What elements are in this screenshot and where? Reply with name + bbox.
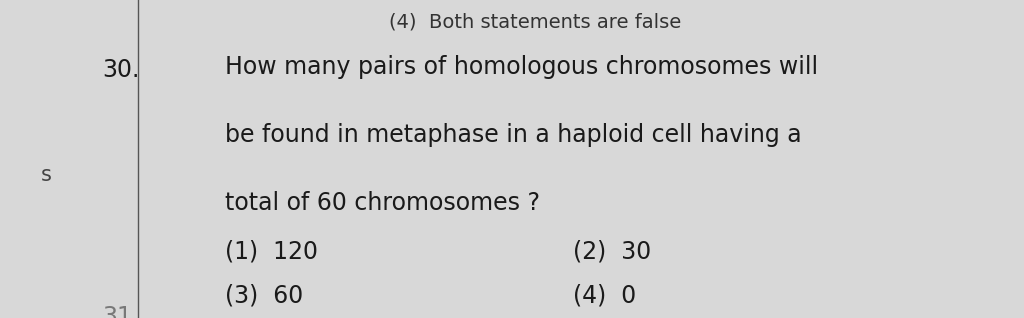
Text: (2)  30: (2) 30 bbox=[573, 240, 651, 264]
Text: (1)  120: (1) 120 bbox=[225, 240, 318, 264]
Text: (4)  0: (4) 0 bbox=[573, 283, 637, 307]
Text: (3)  60: (3) 60 bbox=[225, 283, 303, 307]
Text: be found in metaphase in a haploid cell having a: be found in metaphase in a haploid cell … bbox=[225, 123, 802, 147]
Text: s: s bbox=[41, 165, 51, 185]
Text: 30.: 30. bbox=[102, 58, 139, 82]
Text: 31.: 31. bbox=[102, 305, 139, 318]
Text: (4)  Both statements are false: (4) Both statements are false bbox=[389, 12, 681, 31]
Text: total of 60 chromosomes ?: total of 60 chromosomes ? bbox=[225, 191, 541, 215]
Text: How many pairs of homologous chromosomes will: How many pairs of homologous chromosomes… bbox=[225, 55, 818, 79]
